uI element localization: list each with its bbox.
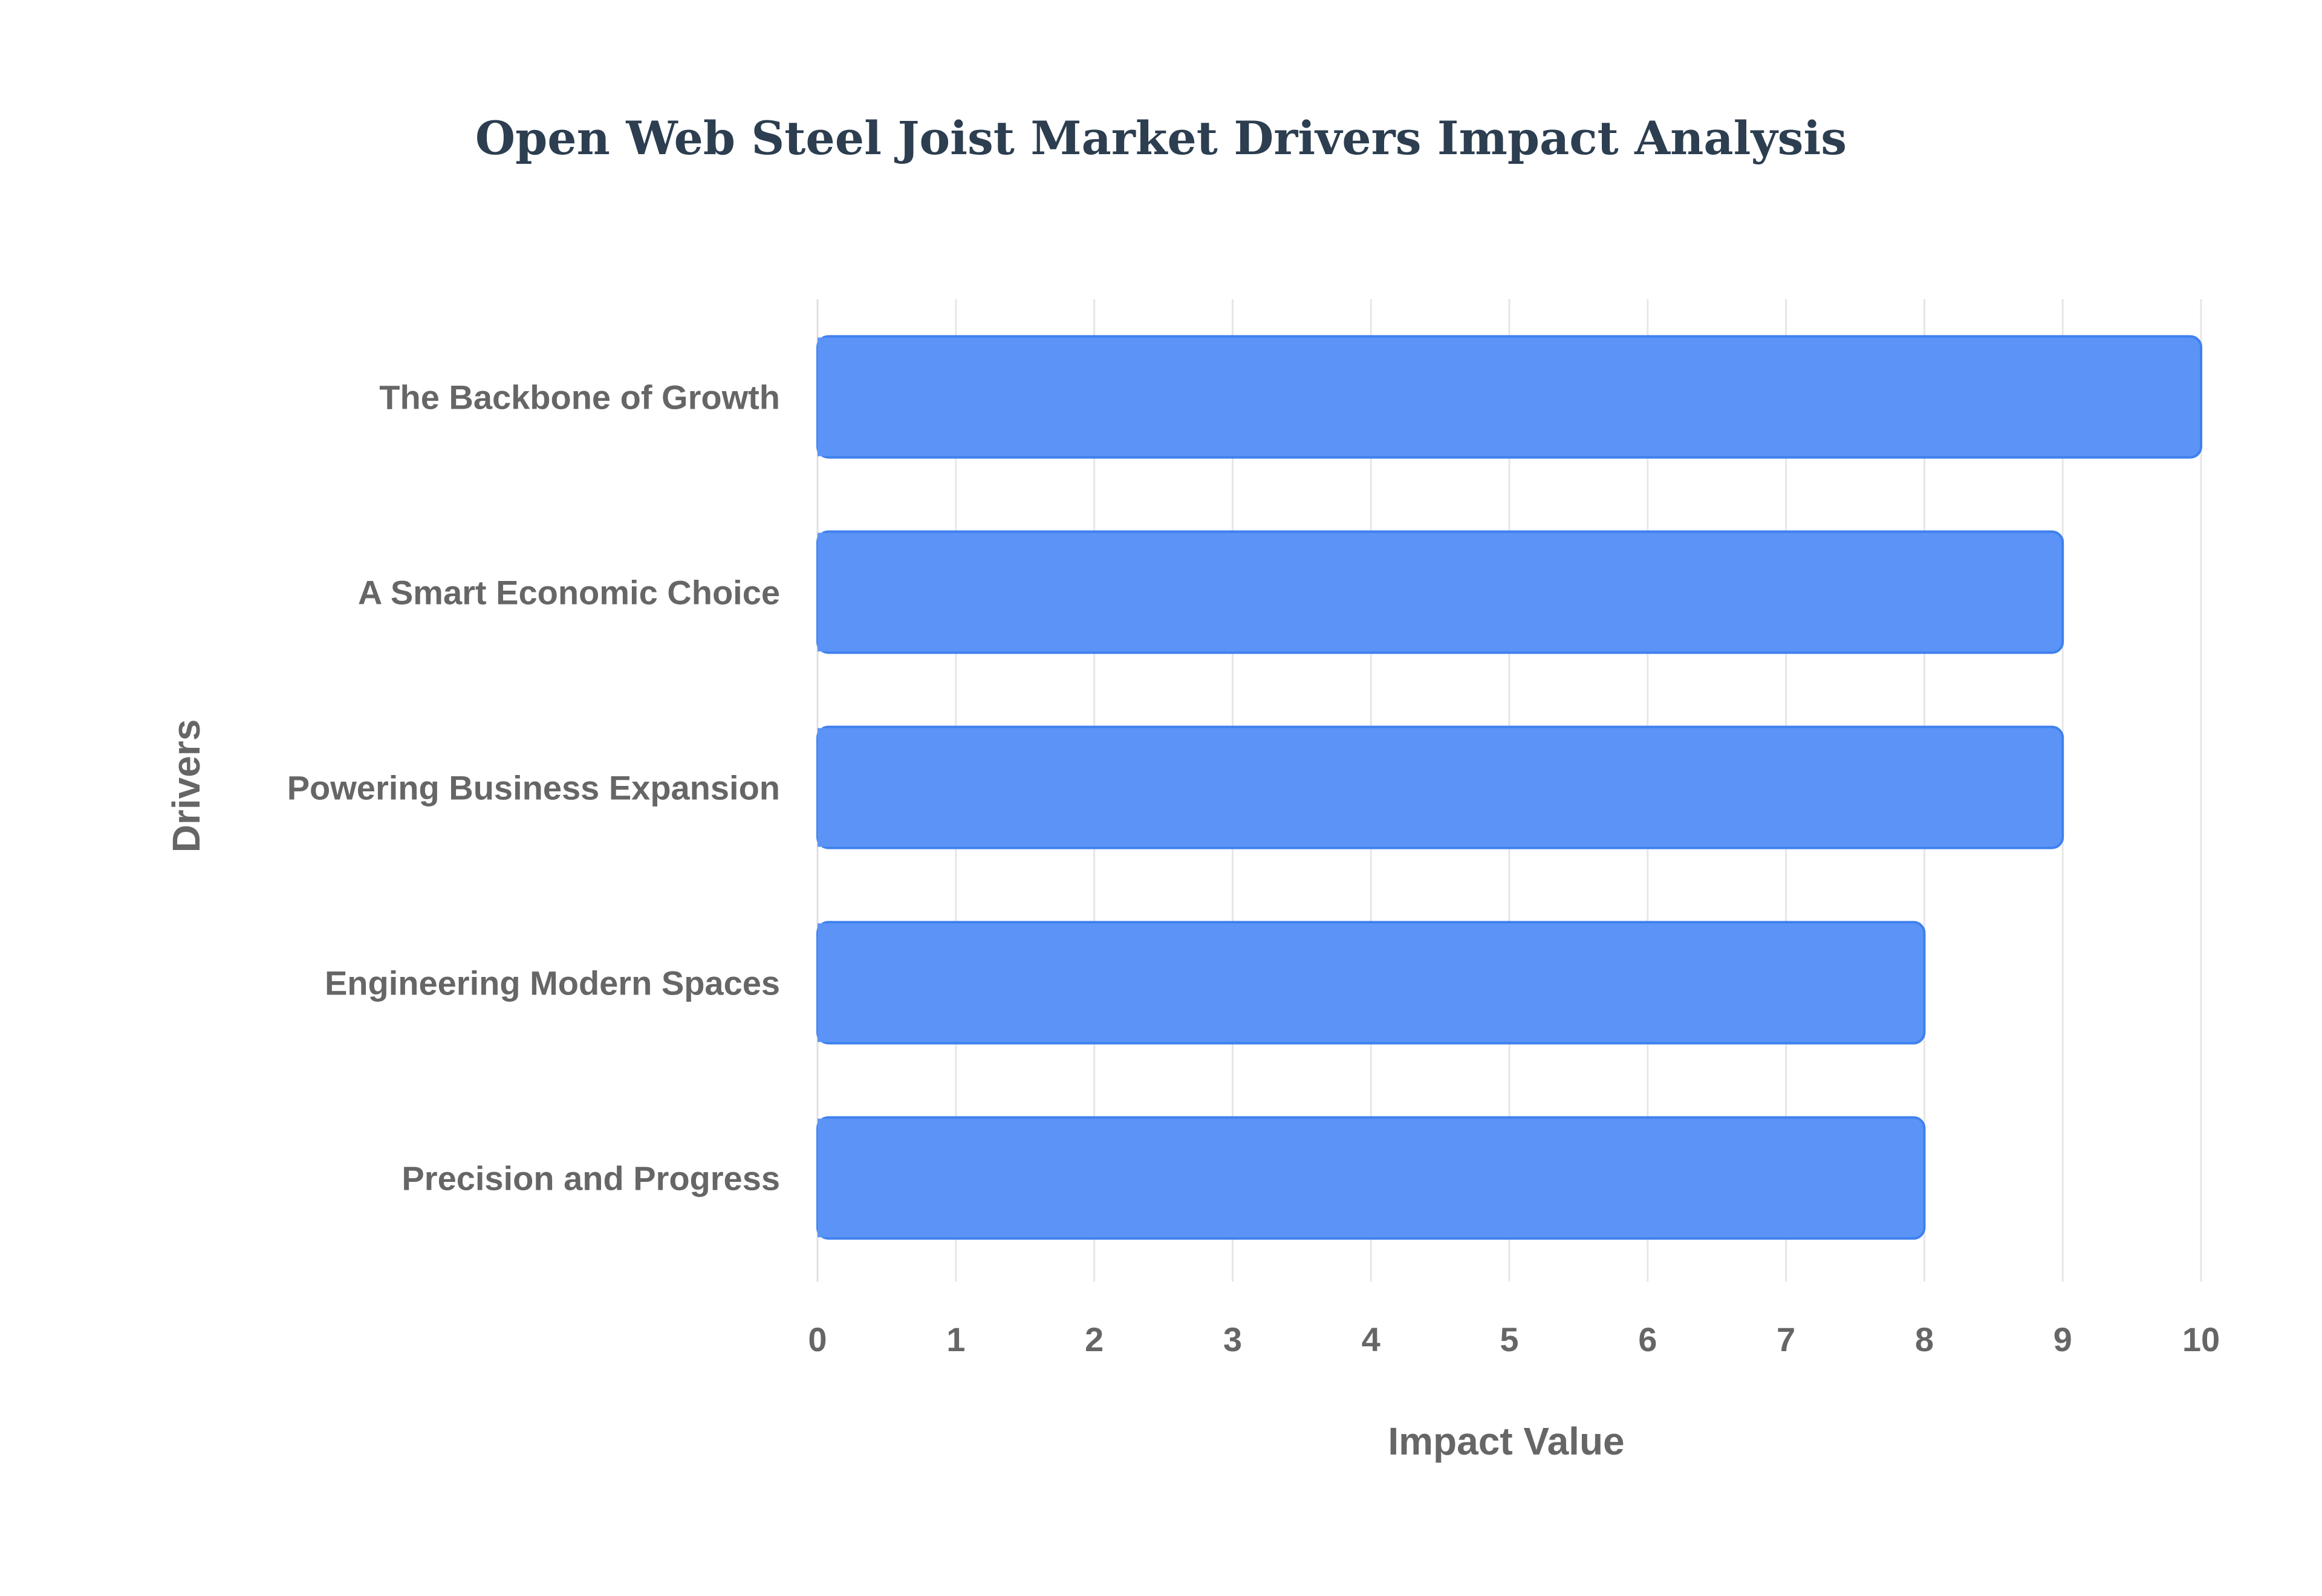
x-tick-label: 3: [1223, 1320, 1242, 1358]
category-label: Engineering Modern Spaces: [325, 964, 780, 1002]
chart-title: Open Web Steel Joist Market Drivers Impa…: [475, 111, 1847, 165]
x-tick-label: 1: [946, 1320, 965, 1358]
bars-layer: [816, 335, 2202, 1240]
category-labels: The Backbone of Growth A Smart Economic C…: [287, 378, 780, 1198]
category-label: A Smart Economic Choice: [358, 574, 780, 612]
bar: [816, 530, 2064, 654]
x-tick-label: 5: [1500, 1320, 1518, 1358]
bar-left-edge: [818, 923, 832, 1042]
x-tick-label: 4: [1362, 1320, 1381, 1358]
x-tick-label: 2: [1085, 1320, 1104, 1358]
x-tick-label: 8: [1915, 1320, 1934, 1358]
bar: [816, 921, 1926, 1045]
category-label: Precision and Progress: [402, 1160, 780, 1198]
category-label: The Backbone of Growth: [379, 378, 780, 417]
y-axis-title: Drivers: [164, 719, 208, 853]
category-label: Powering Business Expansion: [287, 769, 780, 807]
x-axis-title: Impact Value: [1388, 1419, 1624, 1463]
bar-left-edge: [818, 728, 832, 847]
x-tick-label: 9: [2054, 1320, 2072, 1358]
x-tick-labels: 0 1 2 3 4 5 6 7 8 9 10: [808, 1320, 2220, 1358]
x-tick-label: 7: [1777, 1320, 1795, 1358]
bar-left-edge: [818, 337, 832, 456]
bar: [816, 335, 2202, 459]
x-tick-label: 6: [1638, 1320, 1657, 1358]
x-tick-label: 10: [2182, 1320, 2220, 1358]
bar: [816, 725, 2064, 849]
bar-left-edge: [818, 1118, 832, 1238]
x-tick-label: 0: [808, 1320, 827, 1358]
bar: [816, 1116, 1926, 1240]
bar-left-edge: [818, 533, 832, 652]
